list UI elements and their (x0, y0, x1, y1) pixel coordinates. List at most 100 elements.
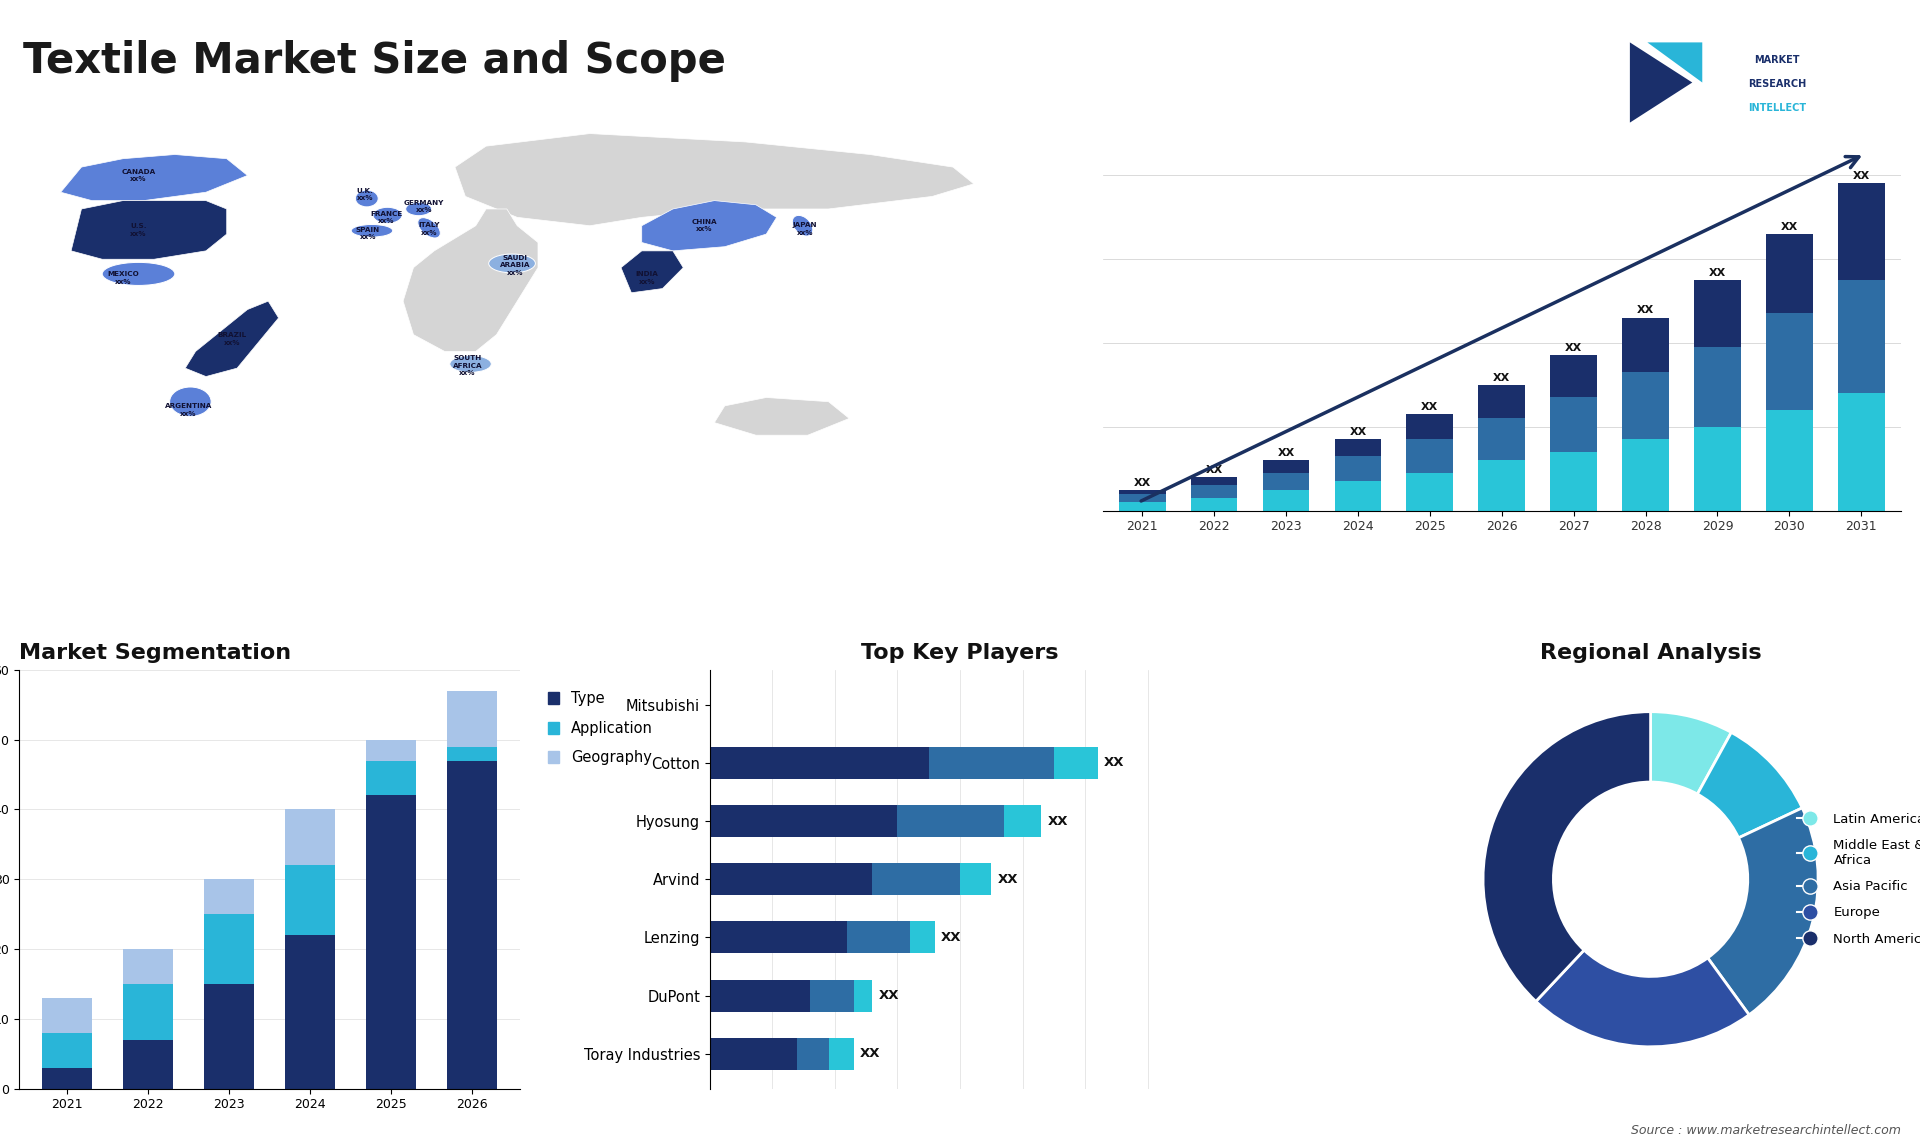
Bar (710, 1037, 797, 1069)
Text: XX: XX (1638, 306, 1655, 315)
Bar (1766, 313, 1812, 410)
Bar (447, 746, 497, 761)
Bar (810, 980, 854, 1012)
Bar (897, 806, 1004, 837)
Bar (123, 949, 173, 984)
Text: Market Segmentation: Market Segmentation (19, 643, 292, 662)
Text: XX: XX (1133, 478, 1150, 487)
Bar (447, 691, 497, 746)
Polygon shape (714, 398, 849, 435)
Ellipse shape (351, 225, 394, 237)
Bar (1054, 747, 1098, 779)
Text: XX: XX (1780, 221, 1797, 231)
Text: XX: XX (1104, 756, 1125, 769)
Bar (204, 984, 253, 1089)
Bar (872, 863, 960, 895)
Text: RESEARCH: RESEARCH (1747, 79, 1807, 88)
Text: XX: XX (1709, 268, 1726, 277)
Bar (1478, 385, 1524, 418)
Bar (1334, 481, 1380, 511)
Text: XX: XX (1494, 372, 1511, 383)
Polygon shape (61, 155, 248, 201)
Bar (1766, 410, 1812, 511)
Bar (1478, 461, 1524, 511)
Text: XX: XX (860, 1047, 881, 1060)
Text: INTELLECT: INTELLECT (1747, 103, 1807, 112)
Legend: Type, Application, Geography: Type, Application, Geography (541, 685, 659, 771)
Bar (710, 806, 897, 837)
Bar (1837, 393, 1885, 511)
Bar (847, 921, 910, 953)
Bar (1837, 280, 1885, 393)
Polygon shape (1630, 42, 1692, 123)
Polygon shape (455, 134, 973, 226)
Bar (123, 1039, 173, 1089)
Bar (1549, 355, 1597, 398)
Text: XX: XX (1206, 465, 1223, 474)
Bar (284, 935, 334, 1089)
Bar (204, 879, 253, 915)
Bar (1334, 456, 1380, 481)
Ellipse shape (449, 355, 492, 372)
Text: ITALY
xx%: ITALY xx% (419, 222, 440, 236)
Bar (1263, 461, 1309, 473)
Bar (1407, 473, 1453, 511)
Bar (123, 984, 173, 1039)
Bar (1549, 398, 1597, 452)
Bar (1190, 499, 1238, 511)
Wedge shape (1707, 808, 1818, 1015)
Polygon shape (620, 251, 684, 292)
Bar (710, 863, 872, 895)
Ellipse shape (490, 254, 536, 273)
Bar (365, 761, 417, 795)
Text: ARGENTINA
xx%: ARGENTINA xx% (165, 403, 211, 417)
Bar (1119, 502, 1165, 511)
Text: SAUDI
ARABIA
xx%: SAUDI ARABIA xx% (499, 254, 530, 275)
Text: BRAZIL
xx%: BRAZIL xx% (217, 332, 246, 346)
Bar (710, 747, 929, 779)
Wedge shape (1536, 950, 1749, 1046)
Bar (42, 1033, 92, 1068)
Bar (1837, 183, 1885, 280)
Bar (1693, 347, 1741, 426)
Bar (284, 865, 334, 935)
Wedge shape (1697, 732, 1803, 838)
Text: MARKET: MARKET (1755, 55, 1799, 64)
Wedge shape (1482, 712, 1651, 1002)
Title: Regional Analysis: Regional Analysis (1540, 643, 1761, 662)
Text: INDIA
xx%: INDIA xx% (636, 272, 659, 285)
Bar (710, 921, 847, 953)
Bar (1004, 806, 1041, 837)
Bar (1263, 489, 1309, 511)
Bar (1334, 439, 1380, 456)
Bar (365, 739, 417, 761)
Bar (1622, 317, 1668, 372)
Bar (1693, 426, 1741, 511)
Text: SOUTH
AFRICA
xx%: SOUTH AFRICA xx% (453, 355, 482, 376)
Bar (42, 998, 92, 1033)
Polygon shape (641, 201, 776, 251)
Wedge shape (1651, 712, 1732, 794)
Text: GERMANY
xx%: GERMANY xx% (403, 199, 444, 213)
Bar (1622, 439, 1668, 511)
Bar (929, 747, 1054, 779)
Bar (1119, 494, 1165, 502)
Text: Textile Market Size and Scope: Textile Market Size and Scope (23, 40, 726, 83)
Ellipse shape (102, 262, 175, 285)
Text: XX: XX (1853, 171, 1870, 181)
Bar (1119, 489, 1165, 494)
Bar (1407, 439, 1453, 473)
Ellipse shape (372, 207, 401, 223)
Text: XX: XX (998, 873, 1018, 886)
Ellipse shape (169, 387, 211, 416)
Polygon shape (403, 209, 538, 352)
Bar (797, 1037, 829, 1069)
Bar (1766, 234, 1812, 313)
Text: XX: XX (1048, 815, 1068, 827)
Circle shape (1563, 792, 1738, 966)
Text: XX: XX (941, 931, 962, 944)
Bar (910, 921, 935, 953)
Text: XX: XX (879, 989, 899, 1002)
Bar (1622, 372, 1668, 439)
Bar (42, 1068, 92, 1089)
